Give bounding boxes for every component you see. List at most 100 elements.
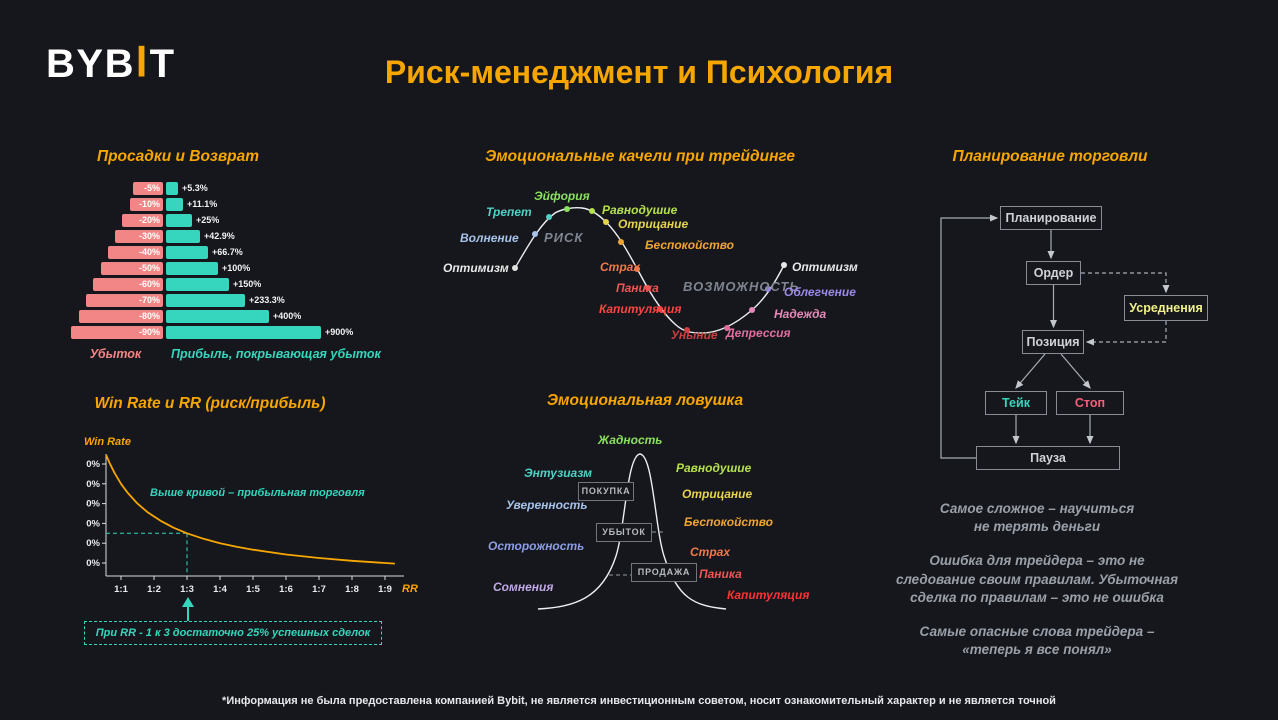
trade-action-box: УБЫТОК	[596, 523, 652, 542]
gain-cell: +150%	[166, 277, 262, 291]
flow-node-take: Тейк	[985, 391, 1047, 415]
section-title-winrate: Win Rate и RR (риск/прибыль)	[94, 395, 326, 412]
loss-value-label: -60%	[138, 278, 160, 289]
drawdown-row: -5% +5.3%	[68, 180, 428, 196]
loss-cell: -70%	[68, 293, 163, 307]
emotion-label: Энтузиазм	[524, 466, 593, 480]
emotion-label: Волнение	[460, 231, 519, 245]
svg-text:10%: 10%	[86, 558, 101, 569]
gain-value-label: +100%	[222, 263, 251, 273]
emotion-label: Эйфория	[534, 189, 590, 203]
winrate-annotation: Выше кривой – прибыльная торговля	[150, 487, 365, 499]
logo-text-t: T	[149, 42, 176, 86]
svg-text:1:2: 1:2	[147, 584, 161, 595]
drawdown-recovery-chart: -5% +5.3% -10% +11.1% -20% +25% -30% +42.9% -40%…	[68, 180, 428, 361]
gain-bar	[166, 261, 218, 275]
loss-bar: -30%	[115, 229, 163, 243]
svg-text:1:9: 1:9	[378, 584, 392, 595]
emotion-label: Сомнения	[493, 580, 554, 594]
flow-node-stop: Стоп	[1056, 391, 1124, 415]
drawdown-row: -70% +233.3%	[68, 292, 428, 308]
svg-text:40%: 40%	[86, 499, 101, 510]
loss-cell: -80%	[68, 309, 163, 323]
flow-node-pos: Позиция	[1022, 330, 1084, 354]
loss-cell: -60%	[68, 277, 163, 291]
loss-bar: -20%	[122, 213, 163, 227]
flow-node-plan: Планирование	[1000, 206, 1102, 230]
svg-text:60%: 60%	[86, 459, 101, 470]
winrate-callout-box: При RR - 1 к 3 достаточно 25% успешных с…	[84, 621, 382, 645]
emotion-label: Капитуляция	[727, 588, 810, 602]
gain-bar	[166, 229, 200, 243]
loss-bar: -80%	[78, 309, 163, 323]
drawdown-row: -20% +25%	[68, 212, 428, 228]
section-title-planning: Планирование торговли	[952, 148, 1148, 165]
loss-bar: -50%	[100, 261, 163, 275]
gain-cell: +100%	[166, 261, 251, 275]
svg-text:1:8: 1:8	[345, 584, 359, 595]
gain-bar	[166, 213, 192, 227]
drawdown-row: -10% +11.1%	[68, 196, 428, 212]
emotion-label: Паника	[616, 281, 659, 295]
emotion-label: Страх	[690, 545, 731, 559]
logo-i-mark: I	[135, 37, 149, 87]
section-title-trap: Эмоциональная ловушка	[546, 392, 744, 409]
loss-bar: -5%	[133, 181, 163, 195]
footer-disclaimer: *Информация не была предоставлена компан…	[222, 695, 1056, 707]
svg-text:1:4: 1:4	[213, 584, 227, 595]
loss-cell: -5%	[68, 181, 163, 195]
trader-quote: Самое сложное – научиться не терять день…	[939, 501, 1135, 535]
drawdown-row: -80% +400%	[68, 308, 428, 324]
svg-text:1:5: 1:5	[246, 584, 260, 595]
emotion-label: Осторожность	[488, 539, 585, 553]
loss-bar: -70%	[85, 293, 163, 307]
svg-text:50%: 50%	[86, 479, 101, 490]
emotion-label: Равнодушие	[602, 203, 678, 217]
gain-cell: +42.9%	[166, 229, 235, 243]
loss-cell: -10%	[68, 197, 163, 211]
emotion-label: Уныние	[671, 328, 718, 342]
svg-text:30%: 30%	[86, 518, 101, 529]
loss-value-label: -40%	[138, 246, 160, 257]
loss-value-label: -80%	[138, 310, 160, 321]
flow-node-pause: Пауза	[976, 446, 1120, 470]
winrate-y-axis-label: Win Rate	[84, 436, 131, 448]
swing-curve-svg	[512, 206, 787, 334]
cycle-phase-word: ВОЗМОЖНОСТЬ	[683, 279, 800, 294]
emotion-label: Оптимизм	[443, 261, 509, 275]
gain-cell: +5.3%	[166, 181, 208, 195]
loss-cell: -40%	[68, 245, 163, 259]
trade-action-box: ПОКУПКА	[578, 482, 634, 501]
gain-axis-label: Прибыль, покрывающая убыток	[171, 347, 381, 361]
gain-bar	[166, 245, 208, 259]
gain-bar	[166, 197, 183, 211]
loss-cell: -50%	[68, 261, 163, 275]
drawdown-row: -30% +42.9%	[68, 228, 428, 244]
svg-text:1:7: 1:7	[312, 584, 326, 595]
emotional-swing-chart: Оптимизм Волнение Трепет Эйфория РИСК Равноду…	[440, 186, 870, 358]
section-title-drawdown: Просадки и Возврат	[96, 148, 260, 165]
emotion-label: Облегчение	[784, 285, 856, 299]
winrate-rr-chart: 60% 50% 40% 30% 20% 10% 1:1 1:2 1:3 1:4 1:5 1:6 1:7 1…	[86, 454, 418, 595]
loss-cell: -30%	[68, 229, 163, 243]
drawdown-axis-labels: Убыток Прибыль, покрывающая убыток	[68, 347, 428, 361]
loss-value-label: -70%	[138, 294, 160, 305]
svg-text:RR: RR	[402, 583, 418, 595]
gain-cell: +900%	[166, 325, 353, 339]
loss-value-label: -20%	[138, 214, 160, 225]
loss-value-label: -90%	[138, 326, 160, 337]
flowchart-edges-svg	[940, 214, 1170, 459]
gain-value-label: +42.9%	[204, 231, 235, 241]
emotion-label: Уверенность	[506, 498, 588, 512]
logo-text-byb: BYB	[46, 42, 135, 86]
emotion-label: Равнодушие	[676, 461, 752, 475]
gain-value-label: +5.3%	[182, 183, 208, 193]
gain-bar	[166, 325, 321, 339]
gain-value-label: +150%	[233, 279, 262, 289]
section-title-emotional-swing: Эмоциональные качели при трейдинге	[485, 148, 795, 165]
callout-arrow-icon	[181, 597, 195, 626]
loss-bar: -90%	[71, 325, 163, 339]
page-title: Риск-менеджмент и Психология	[384, 54, 894, 90]
gain-bar	[166, 293, 245, 307]
trader-quotes: Самое сложное – научиться не терять день…	[878, 500, 1196, 676]
